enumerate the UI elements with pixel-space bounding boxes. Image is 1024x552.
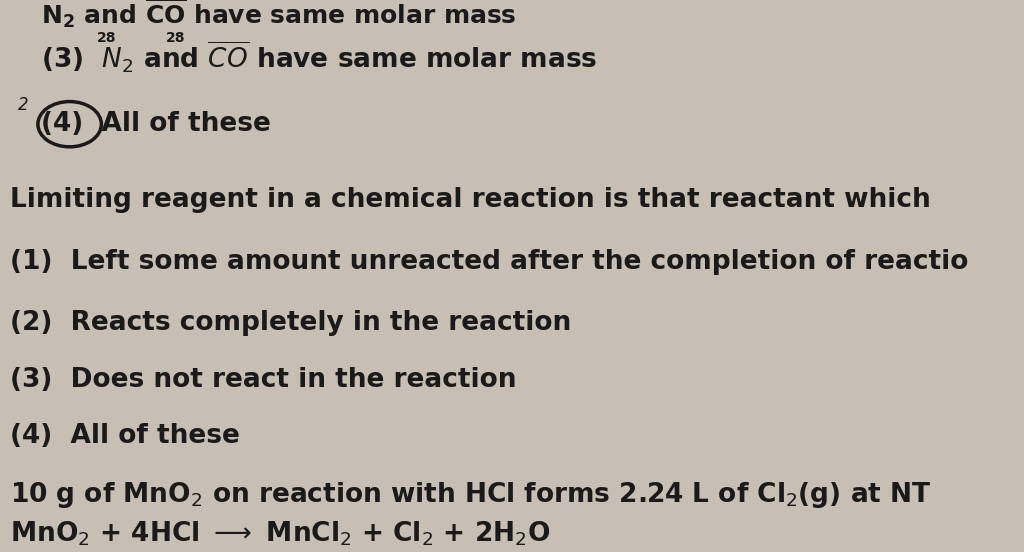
Text: (3)  $N_2$ and $\overline{CO}$ have same molar mass: (3) $N_2$ and $\overline{CO}$ have same … bbox=[41, 40, 597, 76]
Text: 28: 28 bbox=[97, 31, 117, 45]
Text: Limiting reagent in a chemical reaction is that reactant which: Limiting reagent in a chemical reaction … bbox=[10, 187, 931, 213]
Text: 10 g of MnO$_2$ on reaction with HCl forms 2.24 L of Cl$_2$(g) at NT: 10 g of MnO$_2$ on reaction with HCl for… bbox=[10, 480, 932, 510]
Text: (2)  Reacts completely in the reaction: (2) Reacts completely in the reaction bbox=[10, 310, 571, 336]
Text: 2: 2 bbox=[18, 96, 29, 114]
Text: MnO$_2$ + 4HCl $\longrightarrow$ MnCl$_2$ + Cl$_2$ + 2H$_2$O: MnO$_2$ + 4HCl $\longrightarrow$ MnCl$_2… bbox=[10, 519, 551, 548]
Text: $\mathbf{N_2}$ and $\mathbf{\overline{CO}}$ have same molar mass: $\mathbf{N_2}$ and $\mathbf{\overline{CO… bbox=[41, 0, 516, 30]
Text: (1)  Left some amount unreacted after the completion of reactio: (1) Left some amount unreacted after the… bbox=[10, 249, 969, 275]
Text: 28: 28 bbox=[166, 31, 185, 45]
Text: (3)  Does not react in the reaction: (3) Does not react in the reaction bbox=[10, 367, 517, 393]
Text: (4)  All of these: (4) All of these bbox=[10, 423, 240, 449]
Text: (4)  All of these: (4) All of these bbox=[41, 111, 270, 137]
